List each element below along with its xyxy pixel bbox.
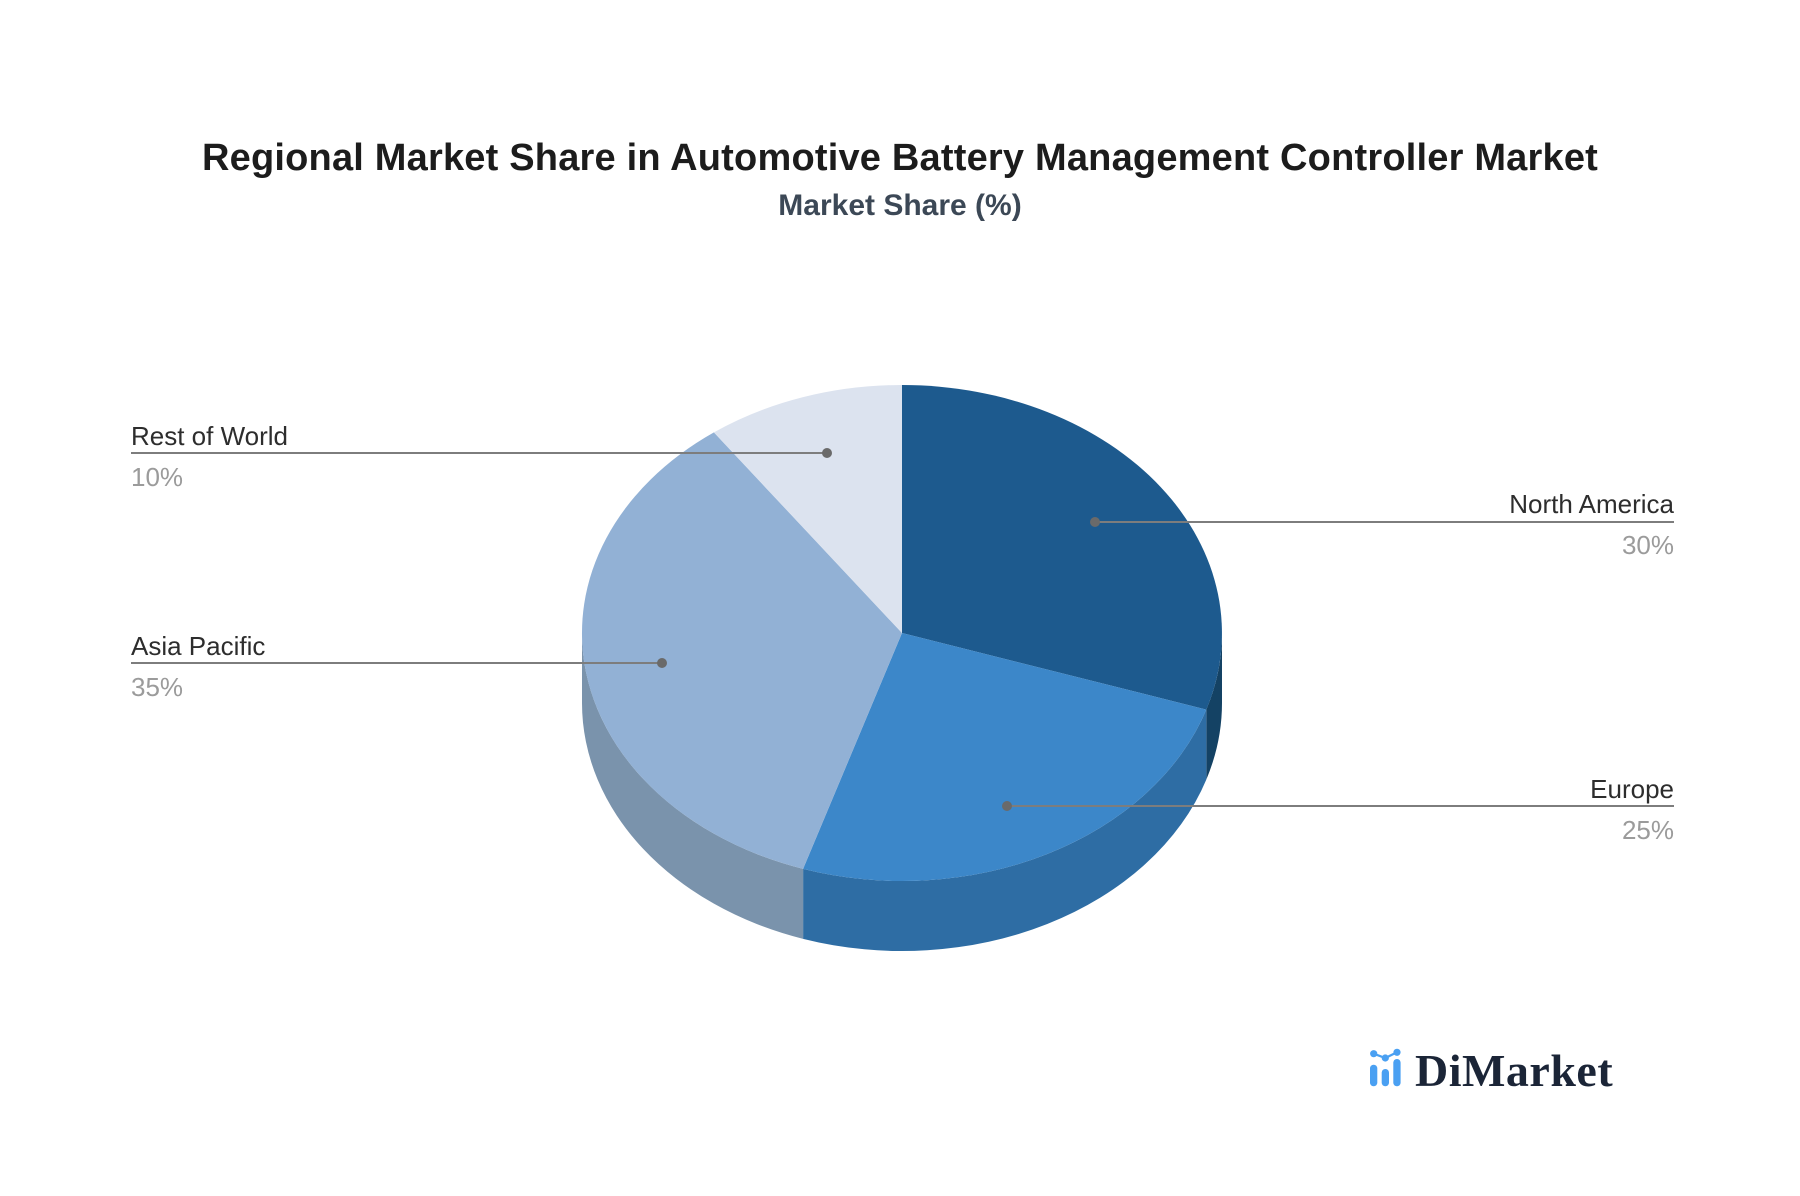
pie-slice-side-europe bbox=[803, 709, 1207, 952]
connector-dot-rest-of-world bbox=[822, 448, 832, 458]
callout-europe: Europe 25% bbox=[1590, 773, 1674, 847]
dimarket-logo-text: DiMarket bbox=[1415, 1045, 1614, 1096]
chart-title: Regional Market Share in Automotive Batt… bbox=[201, 137, 1599, 179]
pie-slice-north-america[interactable] bbox=[902, 385, 1222, 710]
callout-north-america: North America 30% bbox=[1509, 488, 1674, 562]
pie-slice-rest-of-world[interactable] bbox=[713, 385, 902, 633]
chart-subtitle: Market Share (%) bbox=[778, 189, 1022, 222]
dimarket-logo: DiMarket bbox=[1368, 1046, 1613, 1094]
pie-slice-europe[interactable] bbox=[803, 633, 1207, 882]
callout-asia-pacific: Asia Pacific 35% bbox=[131, 630, 265, 704]
connector-dot-north-america bbox=[1090, 517, 1100, 527]
slice-percentage: 30% bbox=[1621, 530, 1674, 560]
slice-percentage: 35% bbox=[131, 672, 184, 702]
slice-label: Europe bbox=[1590, 774, 1674, 804]
slice-label: Asia Pacific bbox=[131, 631, 266, 661]
connector-dot-asia-pacific bbox=[657, 658, 667, 668]
pie-slice-side-north-america bbox=[1206, 633, 1222, 780]
pie-slice-side-asia-pacific bbox=[582, 633, 804, 939]
dimarket-logo-icon bbox=[1370, 1048, 1401, 1087]
slice-percentage: 25% bbox=[1621, 815, 1674, 845]
pie-slice-asia-pacific[interactable] bbox=[581, 432, 902, 869]
callout-rest-of-world: Rest of World 10% bbox=[131, 420, 288, 494]
slice-label: North America bbox=[1509, 489, 1674, 519]
slice-label: Rest of World bbox=[131, 421, 289, 451]
slice-percentage: 10% bbox=[131, 462, 184, 492]
connector-dot-europe bbox=[1002, 801, 1012, 811]
